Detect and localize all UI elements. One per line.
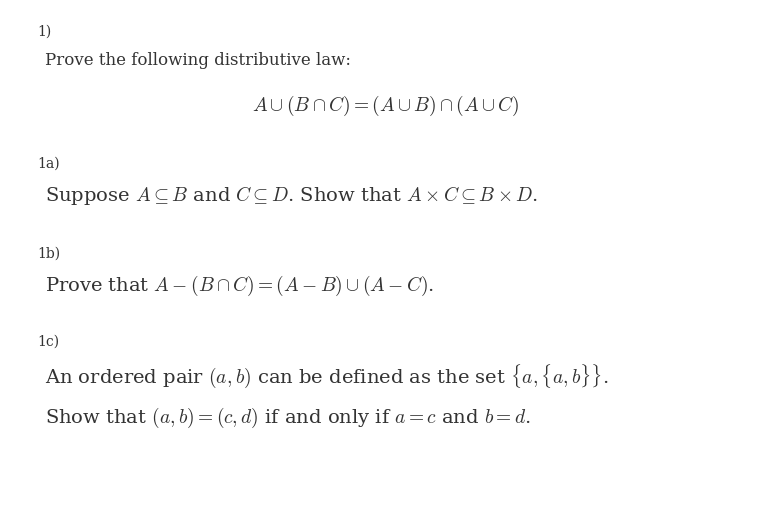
Text: 1c): 1c) (37, 335, 59, 349)
Text: Prove that $A-(B\cap C)=(A-B)\cup(A-C)$.: Prove that $A-(B\cap C)=(A-B)\cup(A-C)$. (45, 274, 433, 298)
Text: An ordered pair $(a,b)$ can be defined as the set $\{a,\{a,b\}\}$.: An ordered pair $(a,b)$ can be defined a… (45, 362, 608, 390)
Text: 1a): 1a) (37, 157, 59, 171)
Text: Prove the following distributive law:: Prove the following distributive law: (45, 52, 351, 69)
Text: Show that $(a,b)=(c,d)$ if and only if $a=c$ and $b=d$.: Show that $(a,b)=(c,d)$ if and only if $… (45, 406, 530, 430)
Text: Suppose $A\subseteq B$ and $C\subseteq D$. Show that $A\times C\subseteq B\times: Suppose $A\subseteq B$ and $C\subseteq D… (45, 184, 537, 207)
Text: $A\cup(B\cap C)=(A\cup B)\cap(A\cup C)$: $A\cup(B\cap C)=(A\cup B)\cap(A\cup C)$ (252, 94, 519, 118)
Text: 1): 1) (37, 25, 51, 39)
Text: 1b): 1b) (37, 246, 60, 260)
